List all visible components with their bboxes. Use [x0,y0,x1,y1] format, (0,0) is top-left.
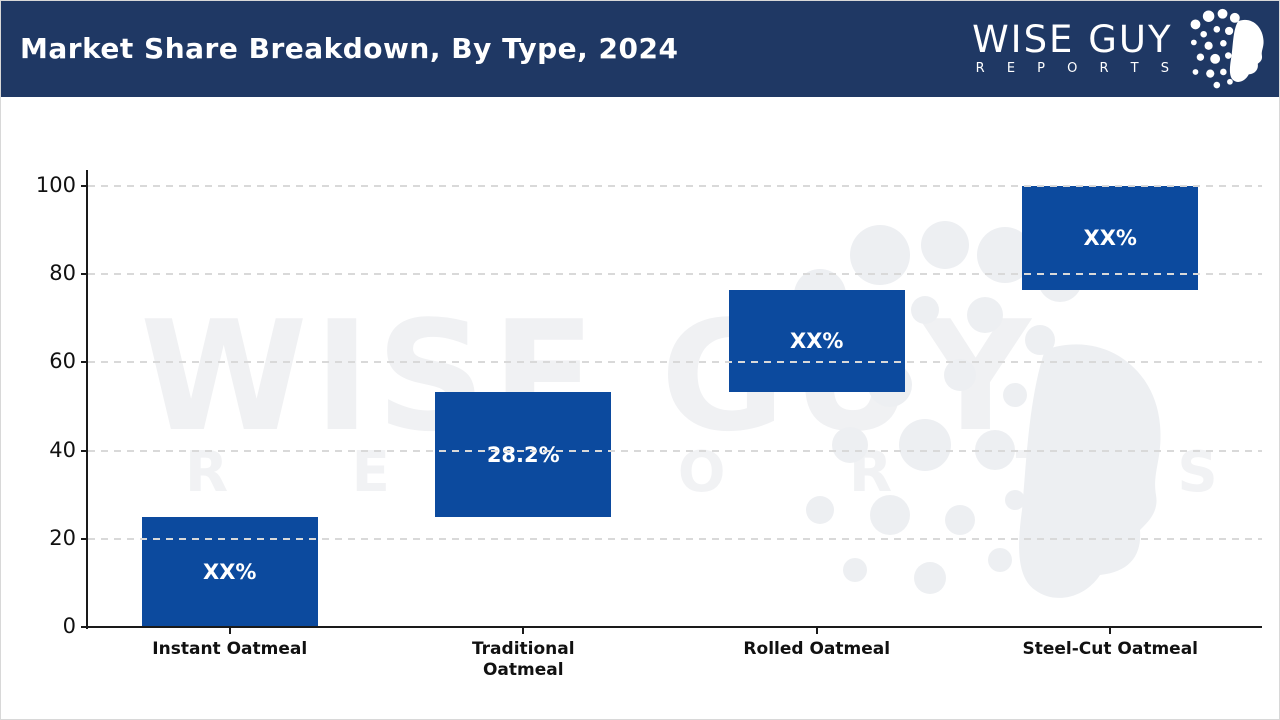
y-axis-tick [81,449,87,452]
x-axis-tick [815,628,818,634]
page-title: Market Share Breakdown, By Type, 2024 [20,32,679,65]
gridline-y80 [88,273,1262,276]
wiseguy-logo-line1: WISE GUY [972,18,1173,61]
x-axis-category-label: Steel-Cut Oatmeal [1022,639,1199,659]
x-axis-line [86,626,1262,628]
y-axis-tick-label: 20 [49,525,76,550]
y-axis-tick-label: 100 [35,173,76,197]
x-axis-tick [522,628,525,634]
y-axis-tick [81,185,87,187]
gridline-y40 [88,449,1262,452]
x-axis-category-label: Rolled Oatmeal [743,639,891,659]
y-axis-tick-label: 0 [62,614,76,638]
bar-value-label: 28.2% [486,442,560,467]
gridline-y60 [88,361,1262,364]
gridline-y20 [88,537,1262,540]
y-axis-tick-label: 40 [49,437,76,462]
bar-value-label: XX% [790,329,844,354]
bar-rolled-oatmeal: XX% [728,290,905,393]
wiseguy-face-logo-icon [1190,8,1264,88]
y-axis-tick [81,537,87,540]
x-axis-tick [1109,628,1112,634]
bar-instant-oatmeal: XX% [141,516,318,627]
wiseguy-logo: WISE GUY R E P O R T S [967,0,1266,97]
y-axis-tick [81,626,87,628]
header-bar: Market Share Breakdown, By Type, 2024 WI… [0,0,1280,97]
y-axis-tick [81,361,87,364]
bar-value-label: XX% [1083,226,1137,251]
x-axis-category-label: Instant Oatmeal [152,639,308,659]
y-axis-line [86,170,88,629]
bar-value-label: XX% [203,559,257,584]
gridline-y100 [88,185,1262,187]
x-axis-tick [228,628,231,634]
wiseguy-logo-text: WISE GUY R E P O R T S [967,21,1178,76]
bar-traditional-oatmeal: 28.2% [435,392,612,517]
y-axis-tick-label: 60 [49,349,76,374]
y-axis-tick-label: 80 [49,261,76,286]
y-axis-tick [81,273,87,276]
wiseguy-logo-line2: R E P O R T S [975,61,1178,76]
x-axis-category-label: Traditional Oatmeal [471,639,575,681]
